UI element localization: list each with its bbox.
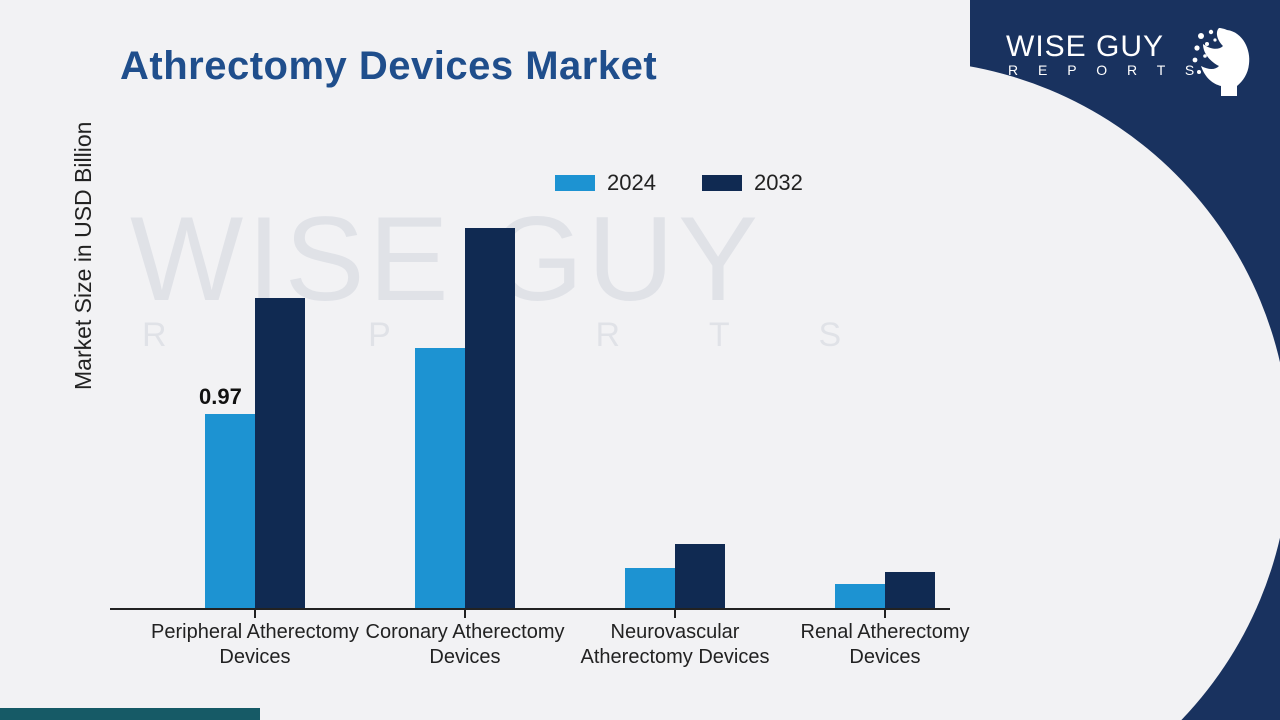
bottom-accent-bar	[0, 708, 260, 720]
bar-2032	[675, 544, 725, 608]
brand-head-icon	[1190, 26, 1252, 98]
category-label: Coronary Atherectomy Devices	[360, 610, 570, 670]
legend-label-2024: 2024	[607, 170, 656, 196]
bar-value-label: 0.97	[199, 384, 242, 410]
bar-pair	[205, 298, 305, 608]
bar-2024	[415, 348, 465, 608]
bar-2032	[885, 572, 935, 608]
bar-2032	[465, 228, 515, 608]
category-label: Renal Atherectomy Devices	[780, 610, 990, 670]
legend-label-2032: 2032	[754, 170, 803, 196]
category-label: Peripheral Atherectomy Devices	[150, 610, 360, 670]
side-panel	[970, 0, 1280, 720]
bar-pair	[835, 572, 935, 608]
chart-title: Athrectomy Devices Market	[120, 44, 657, 89]
y-axis-label: Market Size in USD Billion	[70, 122, 97, 390]
plot-area: 0.97Peripheral Atherectomy DevicesCorona…	[110, 210, 950, 610]
bar-pair	[415, 228, 515, 608]
page: Athrectomy Devices Market WISE GUY R E P…	[0, 0, 1280, 720]
bar-pair	[625, 544, 725, 608]
legend-item-2032: 2032	[702, 170, 803, 196]
bar-2024	[835, 584, 885, 608]
brand-logo: WISE GUY R E P O R T S	[1006, 30, 1246, 102]
category-label: Neurovascular Atherectomy Devices	[570, 610, 780, 670]
legend-swatch-2032	[702, 175, 742, 191]
legend-swatch-2024	[555, 175, 595, 191]
bar-2024	[625, 568, 675, 608]
legend: 2024 2032	[555, 170, 803, 196]
bar-2032	[255, 298, 305, 608]
bar-2024	[205, 414, 255, 608]
legend-item-2024: 2024	[555, 170, 656, 196]
